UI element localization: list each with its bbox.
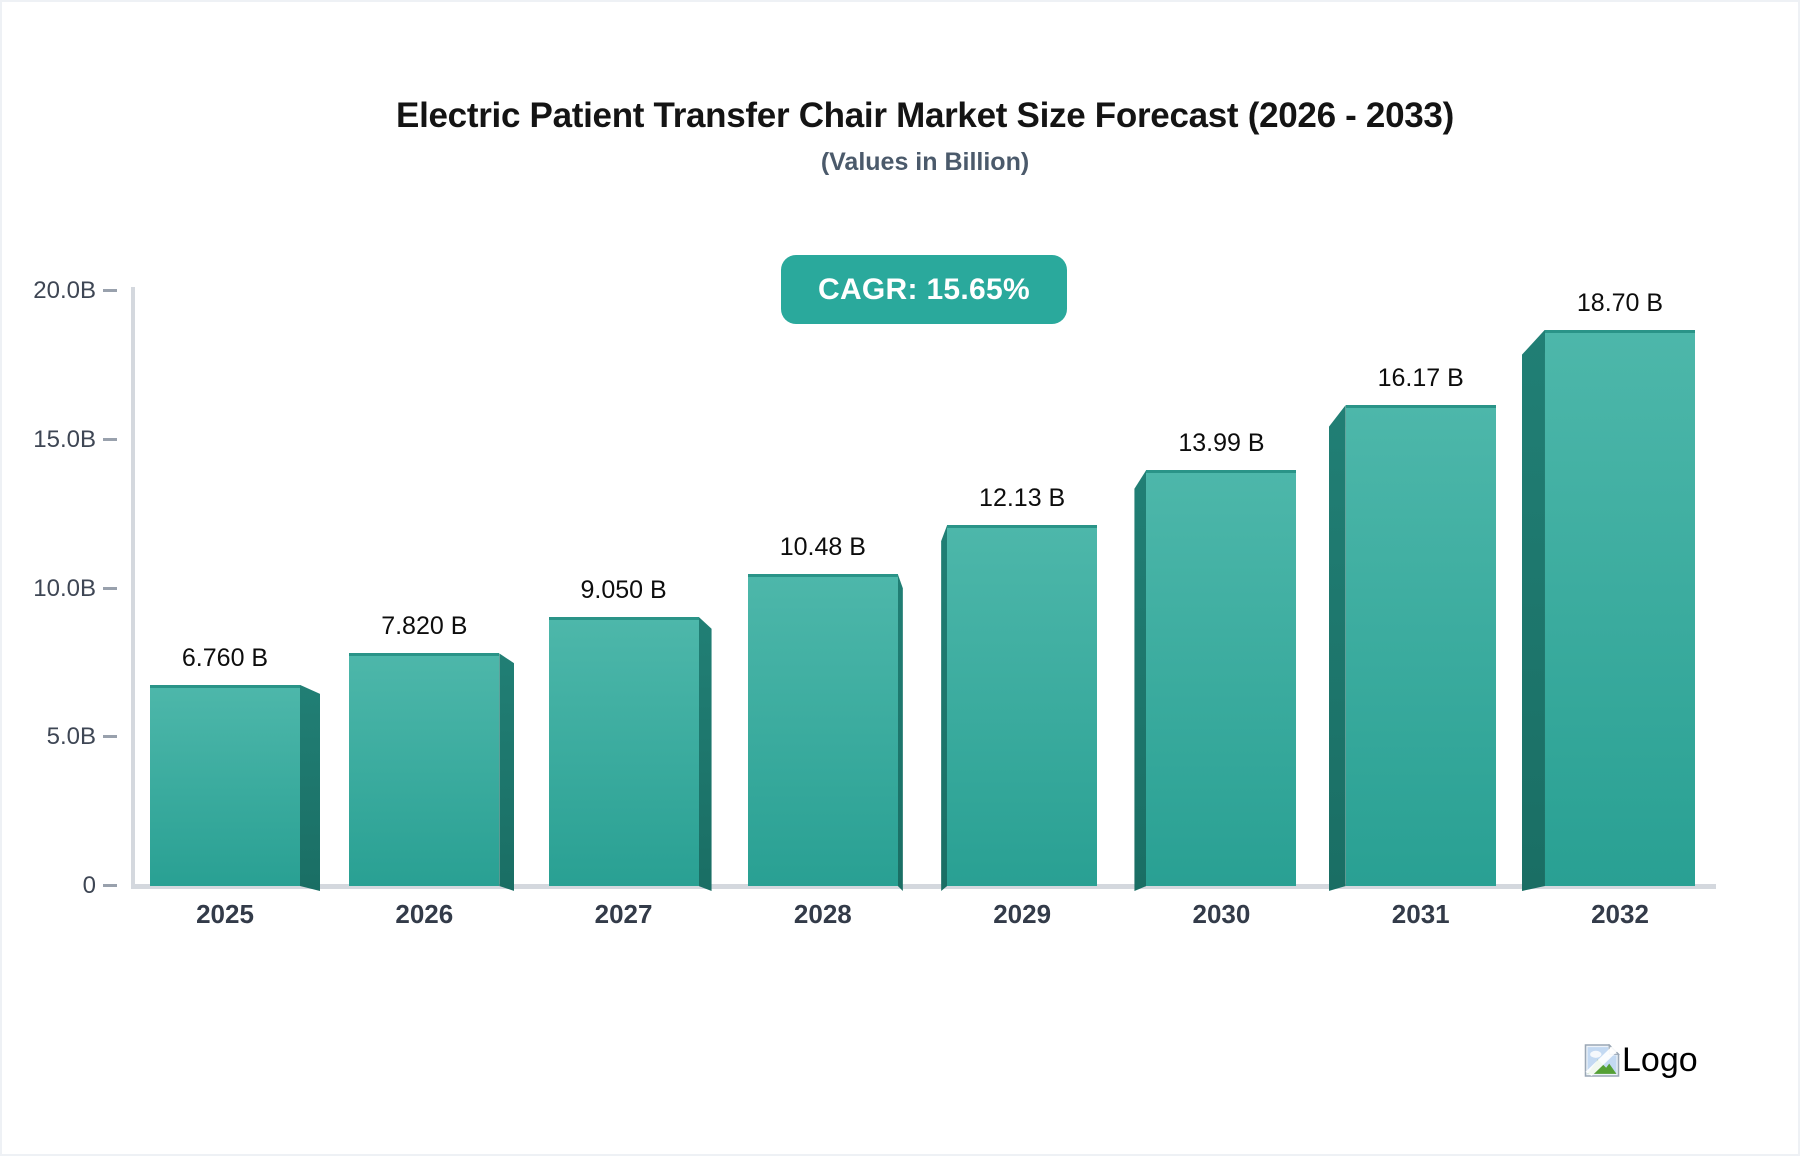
bar-value-label: 16.17 B <box>1377 363 1464 392</box>
bar-2029 <box>947 525 1098 886</box>
x-axis-label-2030: 2030 <box>1192 899 1251 929</box>
bar-value-label: 7.820 B <box>381 612 468 641</box>
y-axis-tick-dash <box>103 884 117 887</box>
bar-side-face <box>499 653 515 891</box>
x-axis-label-2028: 2028 <box>793 899 852 929</box>
bar-side-face <box>941 525 948 891</box>
bar-side-face <box>300 684 320 891</box>
bar-2025 <box>150 684 300 886</box>
logo-text: Logo <box>1622 1040 1698 1079</box>
bar-2031 <box>1345 404 1496 886</box>
logo: Logo <box>1584 1038 1698 1082</box>
bar-2032 <box>1544 329 1695 886</box>
y-axis-tick-label: 15.0B <box>33 425 96 453</box>
chart-title: Electric Patient Transfer Chair Market S… <box>396 96 1454 135</box>
bar-2030 <box>1146 469 1297 886</box>
y-axis-tick-label: 20.0B <box>33 277 96 304</box>
y-axis-tick-label: 0 <box>82 872 96 899</box>
bar-side-face <box>897 574 903 891</box>
bar-value-label: 6.760 B <box>181 643 269 672</box>
y-axis-line <box>131 287 135 888</box>
x-axis-label-2027: 2027 <box>594 899 653 929</box>
bar-side-face <box>1134 469 1147 891</box>
x-axis-label-2025: 2025 <box>196 899 254 929</box>
bar-side-face <box>1521 329 1545 891</box>
y-axis-tick-dash <box>103 735 117 739</box>
y-axis-tick-label: 5.0B <box>46 723 96 751</box>
chart-subtitle: (Values in Billion) <box>820 148 1030 176</box>
bar-value-label: 12.13 B <box>979 484 1066 513</box>
bar-value-label: 9.050 B <box>580 575 667 604</box>
bar-value-label: 13.99 B <box>1178 428 1265 457</box>
cagr-badge-label: CAGR: 15.65% <box>817 272 1030 306</box>
x-axis-label-2032: 2032 <box>1591 899 1649 929</box>
bar-side-face <box>1328 404 1346 891</box>
bar-2027 <box>548 616 699 886</box>
bar-2028 <box>747 574 898 886</box>
x-axis-label-2026: 2026 <box>395 899 454 929</box>
y-axis-tick-dash <box>103 289 117 292</box>
bar-2026 <box>349 653 500 886</box>
bar-side-face <box>698 616 712 891</box>
broken-image-icon <box>1584 1043 1620 1077</box>
bar-value-label: 18.70 B <box>1576 288 1664 317</box>
x-axis-label-2029: 2029 <box>993 899 1052 929</box>
cagr-badge: CAGR: 15.65% <box>781 255 1067 324</box>
y-axis-tick-dash <box>103 437 117 441</box>
x-axis-label-2031: 2031 <box>1391 899 1450 929</box>
bar-value-label: 10.48 B <box>779 533 866 562</box>
x-axis-line <box>131 884 1716 889</box>
y-axis-tick-label: 10.0B <box>33 574 96 602</box>
y-axis-tick-dash <box>103 586 117 590</box>
